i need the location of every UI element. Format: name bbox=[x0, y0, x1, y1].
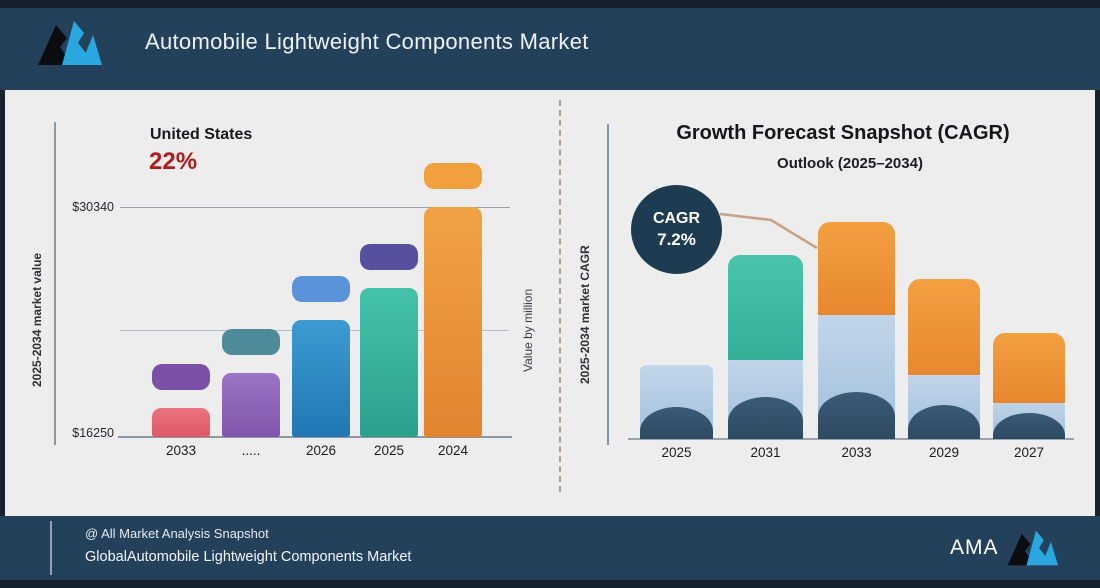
left-y-axis-line bbox=[54, 122, 56, 445]
left-bar-cap-2025 bbox=[360, 244, 418, 270]
page-title: Automobile Lightweight Components Market bbox=[145, 29, 589, 54]
left-bar-2024 bbox=[424, 207, 482, 437]
value-by-million-label: Value by million bbox=[521, 288, 535, 372]
right-x-tick-2027: 2027 bbox=[1013, 445, 1045, 460]
ama-logo-icon bbox=[38, 21, 102, 65]
right-bar-2027-top bbox=[993, 333, 1065, 403]
left-bar-cap-..... bbox=[222, 329, 280, 355]
dotted-divider bbox=[559, 100, 561, 492]
right-chart-subtitle: Outlook (2025–2034) bbox=[777, 155, 923, 172]
left-x-tick-.....: ..... bbox=[241, 443, 261, 458]
footer-credit-line: @ All Market Analysis Snapshot bbox=[85, 526, 269, 541]
cagr-badge: CAGR 7.2% bbox=[631, 185, 722, 274]
right-bar-2029-top bbox=[908, 279, 980, 375]
left-x-tick-2033: 2033 bbox=[165, 443, 197, 458]
header-bar bbox=[0, 8, 1100, 90]
right-x-axis-line bbox=[628, 438, 1074, 440]
left-x-axis-line bbox=[118, 436, 512, 438]
left-chart-highlight-percent: 22% bbox=[149, 148, 198, 175]
bottom-frame-strip bbox=[0, 580, 1100, 588]
left-bar-..... bbox=[222, 373, 280, 437]
left-bar-2033 bbox=[152, 408, 210, 437]
right-y-axis-line bbox=[607, 124, 609, 445]
right-bar-2025-base bbox=[640, 407, 713, 439]
left-y-axis-label: 2025-2034 market value bbox=[30, 252, 44, 388]
left-gridline-top bbox=[120, 207, 510, 208]
right-bar-2033-top bbox=[818, 222, 895, 315]
footer-divider-line bbox=[50, 521, 52, 575]
footer-report-name: GlobalAutomobile Lightweight Components … bbox=[85, 549, 412, 565]
right-bar-2031-top bbox=[728, 255, 803, 360]
left-x-tick-2025: 2025 bbox=[373, 443, 405, 458]
ama-logo-footer-icon bbox=[1007, 530, 1058, 566]
right-bar-2033-base bbox=[818, 392, 895, 439]
footer-bar bbox=[0, 516, 1100, 588]
right-y-axis-label: 2025-2034 market CAGR bbox=[578, 245, 592, 385]
left-y-tick-1: $16250 bbox=[72, 426, 114, 440]
right-bar-2029-base bbox=[908, 405, 980, 439]
cagr-badge-label: CAGR bbox=[652, 209, 701, 227]
cagr-badge-value: 7.2% bbox=[657, 229, 696, 249]
right-x-tick-2031: 2031 bbox=[750, 445, 781, 460]
left-bar-cap-2033 bbox=[152, 364, 210, 390]
right-bar-2031-base bbox=[728, 397, 803, 439]
right-x-tick-2025: 2025 bbox=[661, 445, 692, 460]
footer-brand-text: AMA bbox=[950, 536, 999, 559]
top-frame-strip bbox=[0, 0, 1100, 8]
right-x-tick-2033: 2033 bbox=[841, 445, 872, 460]
left-bar-cap-2026 bbox=[292, 276, 350, 302]
left-bar-2025 bbox=[360, 288, 418, 437]
left-x-tick-2024: 2024 bbox=[437, 443, 469, 458]
right-x-tick-2029: 2029 bbox=[928, 445, 960, 460]
left-bar-cap-2024 bbox=[424, 163, 482, 189]
left-y-tick-0: $30340 bbox=[72, 200, 114, 214]
left-bar-2026 bbox=[292, 320, 350, 437]
left-x-tick-2026: 2026 bbox=[305, 443, 337, 458]
left-chart-title: United States bbox=[150, 126, 253, 143]
right-chart-title: Growth Forecast Snapshot (CAGR) bbox=[676, 122, 1010, 144]
